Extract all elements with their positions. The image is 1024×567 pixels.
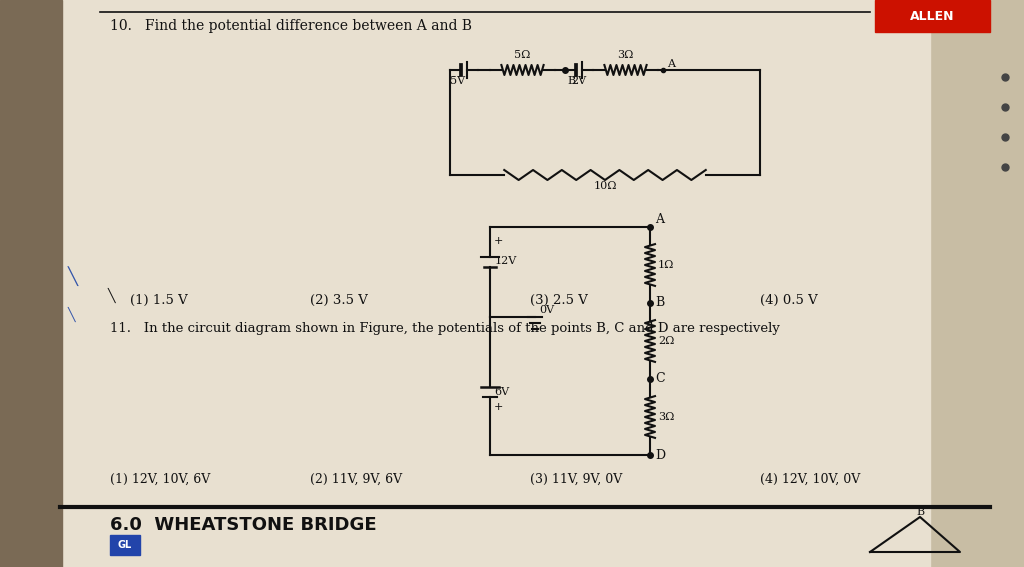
Text: 2Ω: 2Ω bbox=[658, 336, 675, 346]
Text: (2) 11V, 9V, 6V: (2) 11V, 9V, 6V bbox=[310, 472, 402, 485]
Text: 11.   In the circuit diagram shown in Figure, the potentials of the points B, C : 11. In the circuit diagram shown in Figu… bbox=[110, 322, 780, 335]
Bar bbox=[60, 0, 930, 567]
Text: (3) 11V, 9V, 0V: (3) 11V, 9V, 0V bbox=[530, 472, 623, 485]
Text: (1) 1.5 V: (1) 1.5 V bbox=[130, 294, 187, 307]
Text: A: A bbox=[667, 59, 675, 69]
Text: 3Ω: 3Ω bbox=[658, 412, 675, 422]
Bar bbox=[110, 535, 140, 555]
Text: 10Ω: 10Ω bbox=[593, 181, 616, 191]
Text: 1Ω: 1Ω bbox=[658, 260, 675, 270]
Text: B: B bbox=[655, 297, 665, 310]
Text: 6V: 6V bbox=[494, 387, 509, 397]
Bar bbox=[874, 0, 990, 32]
Text: 3Ω: 3Ω bbox=[617, 50, 634, 60]
Text: ALLEN: ALLEN bbox=[909, 10, 954, 23]
Text: B: B bbox=[915, 507, 924, 517]
Text: C: C bbox=[655, 373, 665, 386]
Text: +: + bbox=[494, 402, 504, 412]
Text: ╲: ╲ bbox=[68, 266, 78, 286]
Text: (3) 2.5 V: (3) 2.5 V bbox=[530, 294, 588, 307]
Text: (4) 0.5 V: (4) 0.5 V bbox=[760, 294, 818, 307]
Text: (2) 3.5 V: (2) 3.5 V bbox=[310, 294, 368, 307]
Text: 6.0  WHEATSTONE BRIDGE: 6.0 WHEATSTONE BRIDGE bbox=[110, 516, 377, 534]
Bar bbox=[0, 0, 62, 567]
Text: GL: GL bbox=[118, 540, 132, 550]
Text: 0V: 0V bbox=[539, 305, 554, 315]
Text: (4) 12V, 10V, 0V: (4) 12V, 10V, 0V bbox=[760, 472, 860, 485]
Text: 12V: 12V bbox=[495, 256, 517, 266]
Text: 2V: 2V bbox=[571, 76, 587, 86]
Text: B: B bbox=[567, 76, 575, 86]
Text: ╲: ╲ bbox=[108, 288, 116, 303]
Text: A: A bbox=[655, 213, 664, 226]
Text: ╲: ╲ bbox=[68, 307, 76, 322]
Text: 10.   Find the potential difference between A and B: 10. Find the potential difference betwee… bbox=[110, 19, 472, 33]
Text: 5Ω: 5Ω bbox=[514, 50, 530, 60]
Text: 5V: 5V bbox=[451, 76, 466, 86]
Text: D: D bbox=[655, 449, 666, 462]
Text: +: + bbox=[494, 236, 504, 246]
Text: (1) 12V, 10V, 6V: (1) 12V, 10V, 6V bbox=[110, 472, 210, 485]
